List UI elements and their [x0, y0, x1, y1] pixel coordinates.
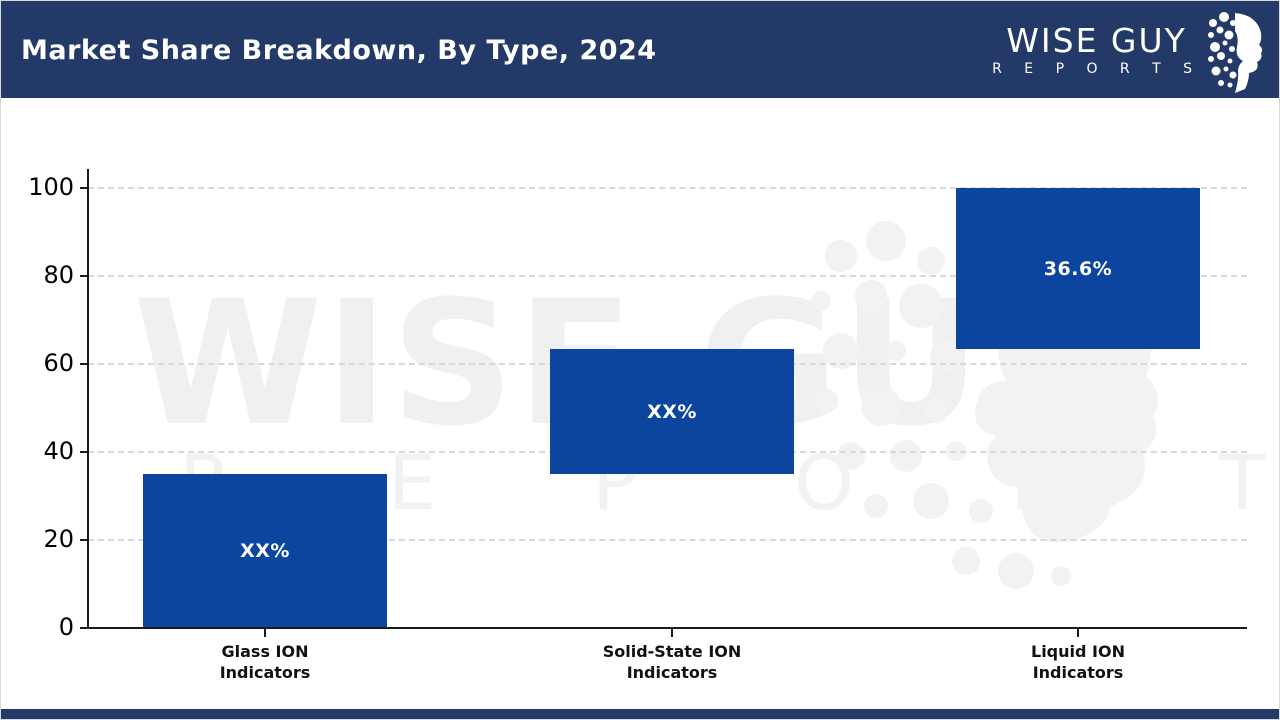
y-axis-line: [87, 169, 89, 629]
y-tick-label: 20: [43, 525, 74, 553]
y-tick-label: 80: [43, 261, 74, 289]
y-tick-label: 60: [43, 349, 74, 377]
y-tick-mark: [80, 627, 88, 629]
wiseguy-logo-text: WISE GUY R E P O R T S: [992, 21, 1201, 78]
bar-segment-3[interactable]: 36.6%: [956, 188, 1200, 350]
bar-value-label: XX%: [240, 540, 290, 562]
bar-value-label: 36.6%: [1043, 257, 1113, 280]
header-band: Market Share Breakdown, By Type, 2024 WI…: [1, 1, 1279, 98]
wiseguy-face-icon: [1208, 12, 1263, 93]
x-tick-mark: [671, 629, 673, 637]
gridline-y100: [88, 187, 1247, 189]
gridline-y20: [88, 539, 1247, 541]
chart-title: Market Share Breakdown, By Type, 2024: [21, 35, 657, 66]
y-tick-label: 100: [28, 173, 74, 201]
gridline-y80: [88, 275, 1247, 277]
x-tick-mark: [264, 629, 266, 637]
x-tick-mark: [1077, 629, 1079, 637]
y-tick-mark: [80, 187, 88, 189]
y-tick-mark: [80, 451, 88, 453]
x-category-label: Liquid ION Indicators: [1031, 642, 1125, 682]
wiseguy-logo: WISE GUY R E P O R T S: [992, 7, 1267, 93]
bar-segment-2[interactable]: XX%: [550, 349, 794, 474]
bar-segment-1[interactable]: XX%: [143, 474, 387, 628]
logo-subtitle: R E P O R T S: [992, 61, 1201, 77]
y-tick-mark: [80, 275, 88, 277]
y-tick-mark: [80, 363, 88, 365]
y-tick-mark: [80, 539, 88, 541]
y-tick-label: 40: [43, 437, 74, 465]
footer-band: [1, 709, 1279, 719]
x-category-label: Glass ION Indicators: [219, 642, 311, 682]
bar-value-label: XX%: [647, 400, 697, 423]
logo-wordmark: WISE GUY: [1006, 21, 1187, 60]
y-tick-label: 0: [58, 613, 74, 641]
x-category-label: Solid-State ION Indicators: [602, 642, 742, 682]
x-axis-line: [87, 627, 1247, 629]
